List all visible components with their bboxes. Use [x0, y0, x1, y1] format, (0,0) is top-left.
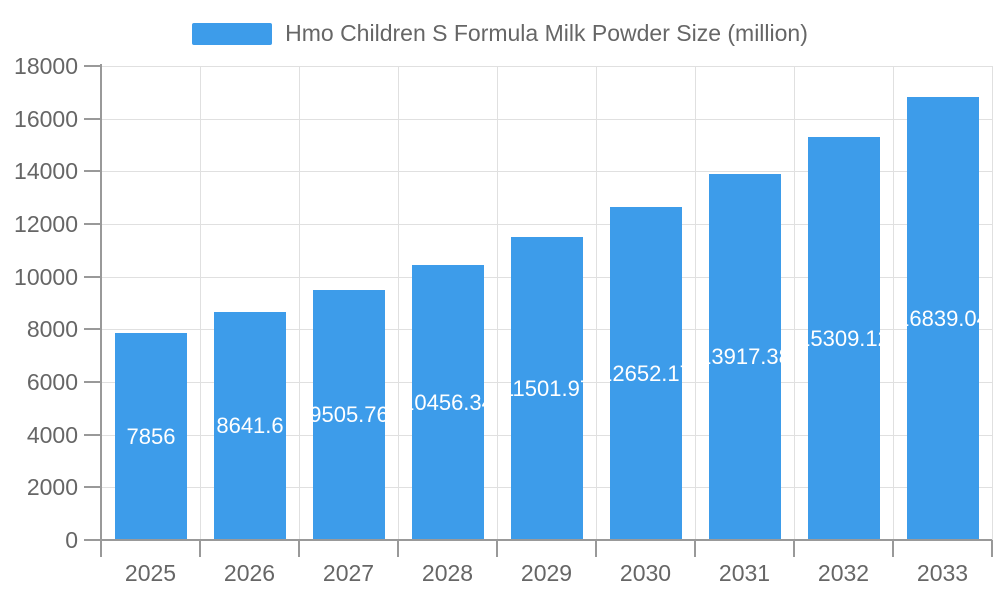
y-axis-tick: [84, 65, 101, 67]
bar[interactable]: 12652.17: [610, 207, 682, 540]
y-axis-tick: [84, 539, 101, 541]
y-tick-label: 6000: [26, 369, 78, 395]
x-tick-label: 2026: [223, 560, 276, 586]
bar-value-label: 11501.97: [511, 375, 583, 401]
y-tick-label: 12000: [14, 211, 78, 237]
y-grid-line: [101, 224, 992, 225]
y-tick-label: 10000: [14, 264, 78, 290]
x-tick-label: 2030: [619, 560, 672, 586]
y-axis-tick: [84, 170, 101, 172]
x-grid-line: [992, 66, 993, 540]
x-tick-label: 2031: [718, 560, 771, 586]
y-tick-label: 0: [65, 527, 78, 553]
x-axis-tick: [892, 540, 894, 557]
x-tick-label: 2027: [322, 560, 375, 586]
y-tick-label: 14000: [14, 158, 78, 184]
y-axis-tick: [84, 486, 101, 488]
x-grid-line: [794, 66, 795, 540]
y-tick-label: 16000: [14, 106, 78, 132]
x-axis-line: [101, 539, 992, 541]
x-axis-tick: [199, 540, 201, 557]
legend-item[interactable]: Hmo Children S Formula Milk Powder Size …: [0, 20, 1000, 47]
x-axis-tick: [397, 540, 399, 557]
x-grid-line: [299, 66, 300, 540]
legend-label: Hmo Children S Formula Milk Powder Size …: [285, 20, 808, 46]
bar[interactable]: 7856: [115, 333, 187, 540]
x-axis-tick: [793, 540, 795, 557]
x-tick-label: 2032: [817, 560, 870, 586]
bar[interactable]: 8641.6: [214, 312, 286, 540]
bar[interactable]: 11501.97: [511, 237, 583, 540]
x-axis-tick: [496, 540, 498, 557]
y-axis-line: [100, 64, 102, 557]
x-grid-line: [497, 66, 498, 540]
bar[interactable]: 9505.76: [313, 290, 385, 540]
y-grid-line: [101, 171, 992, 172]
bar[interactable]: 10456.34: [412, 265, 484, 540]
legend-swatch-icon: [192, 22, 273, 45]
x-axis-tick: [991, 540, 993, 557]
bar-value-label: 7856: [126, 423, 176, 449]
x-grid-line: [893, 66, 894, 540]
x-grid-line: [695, 66, 696, 540]
y-grid-line: [101, 119, 992, 120]
x-axis-tick: [595, 540, 597, 557]
x-grid-line: [398, 66, 399, 540]
bar-value-label: 10456.34: [412, 389, 484, 415]
x-tick-label: 2025: [124, 560, 177, 586]
bar-value-label: 8641.6: [216, 413, 284, 438]
y-grid-line: [101, 66, 992, 67]
x-axis-tick: [694, 540, 696, 557]
y-tick-label: 18000: [14, 53, 78, 79]
x-grid-line: [596, 66, 597, 540]
x-tick-label: 2028: [421, 560, 474, 586]
y-axis-tick: [84, 223, 101, 225]
y-axis-tick: [84, 434, 101, 436]
x-grid-line: [200, 66, 201, 540]
y-tick-label: 8000: [26, 316, 78, 342]
y-tick-label: 4000: [26, 422, 78, 448]
bar[interactable]: 15309.12: [808, 137, 880, 540]
bar-value-label: 12652.17: [610, 360, 682, 386]
y-tick-label: 2000: [26, 474, 78, 500]
y-axis-tick: [84, 118, 101, 120]
x-tick-label: 2029: [520, 560, 573, 586]
bar-value-label: 15309.12: [808, 325, 880, 351]
y-axis-tick: [84, 276, 101, 278]
y-axis-tick: [84, 328, 101, 330]
x-axis-tick: [298, 540, 300, 557]
x-tick-label: 2033: [916, 560, 969, 586]
y-axis-tick: [84, 381, 101, 383]
bar-value-label: 9505.76: [313, 402, 385, 427]
